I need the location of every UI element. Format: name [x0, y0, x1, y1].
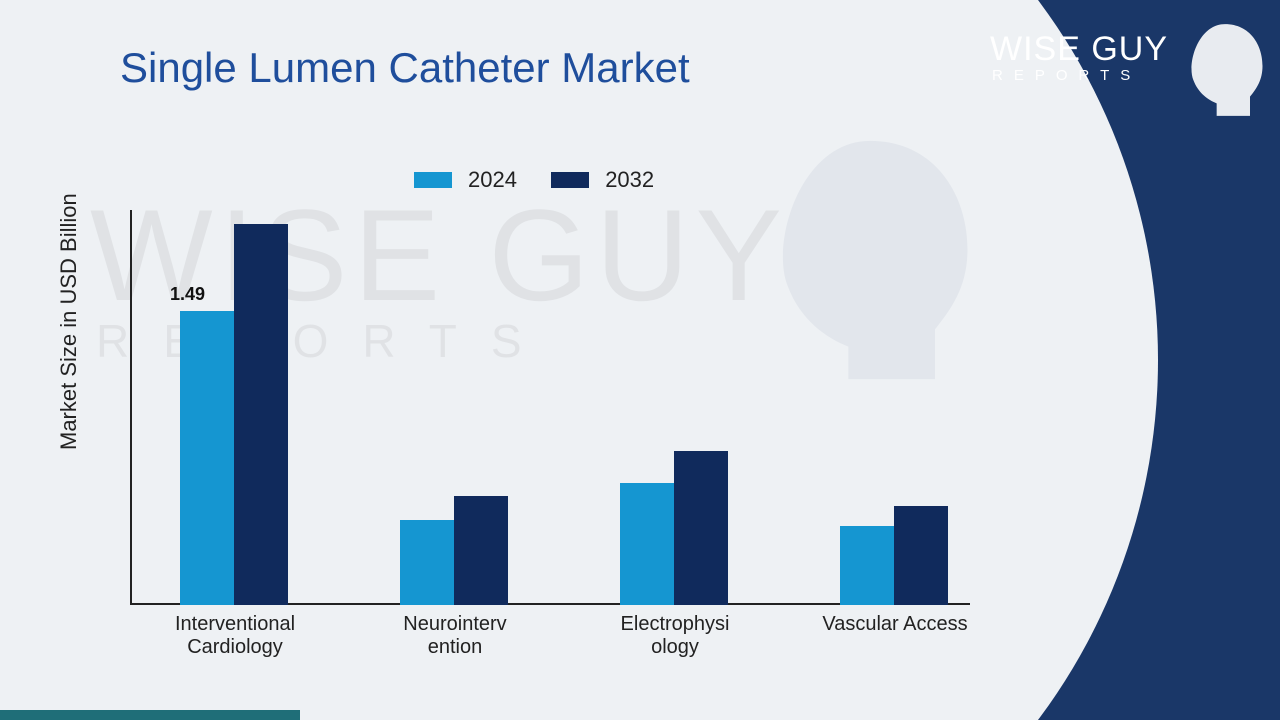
y-axis	[130, 210, 132, 605]
legend-label-2032: 2032	[605, 167, 654, 192]
plot-area: 1.49	[130, 210, 970, 605]
category-label: Electrophysiology	[620, 613, 730, 659]
bar-2024	[180, 311, 234, 605]
data-label: 1.49	[170, 284, 205, 305]
y-axis-label: Market Size in USD Billion	[56, 193, 82, 450]
bar-2024	[400, 520, 454, 605]
footer-accent-strip	[0, 710, 300, 720]
bar-2024	[620, 483, 674, 605]
legend-label-2024: 2024	[468, 167, 517, 192]
bar-2032	[454, 496, 508, 605]
chart: Market Size in USD Billion 2024 2032 1.4…	[60, 170, 980, 700]
page-title: Single Lumen Catheter Market	[120, 44, 690, 92]
bar-2024	[840, 526, 894, 605]
legend: 2024 2032	[60, 166, 980, 193]
bar-2032	[234, 224, 288, 605]
legend-swatch-2024	[414, 172, 452, 188]
bar-2032	[894, 506, 948, 605]
category-label: Vascular Access	[810, 613, 980, 636]
legend-swatch-2032	[551, 172, 589, 188]
bar-2032	[674, 451, 728, 605]
brand-head-icon	[1180, 20, 1270, 120]
category-label: Neurointervention	[400, 613, 510, 659]
figure: WISE GUY REPORTS WISE GUY REPORTS Single…	[0, 0, 1280, 720]
category-label: Interventional Cardiology	[150, 613, 320, 659]
